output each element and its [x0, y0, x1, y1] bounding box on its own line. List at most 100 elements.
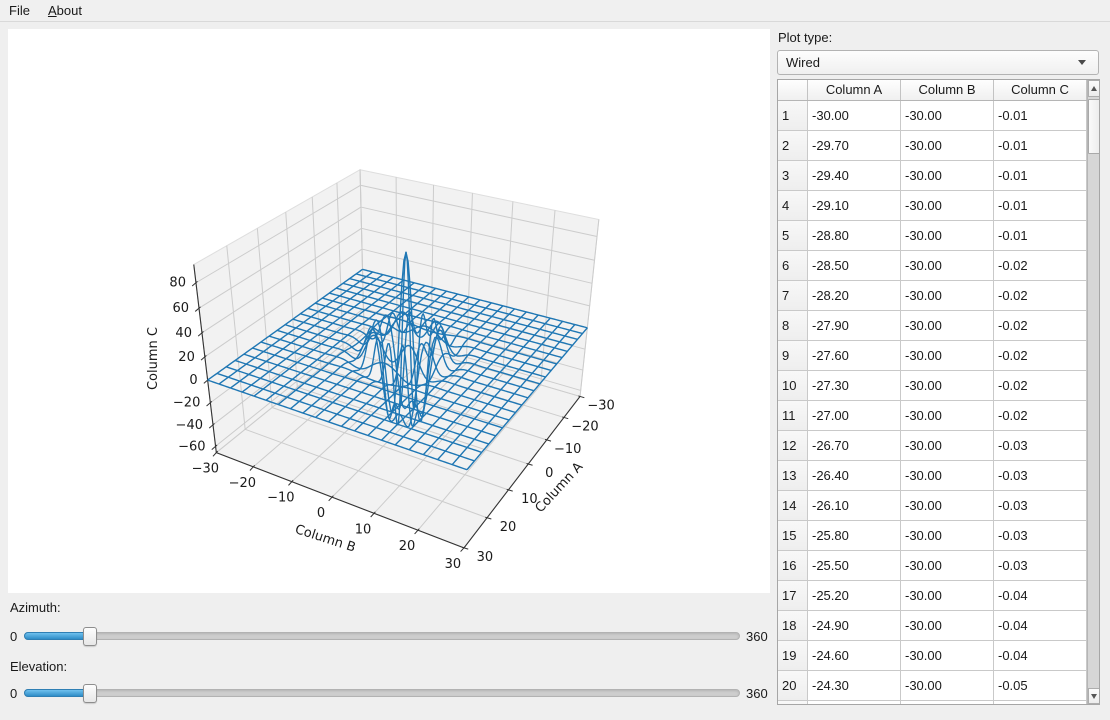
column-c-cell[interactable]: -0.03	[994, 521, 1087, 550]
column-a-cell[interactable]: -26.70	[808, 431, 901, 460]
column-c-cell[interactable]: -0.01	[994, 161, 1087, 190]
column-a-cell[interactable]: -25.20	[808, 581, 901, 610]
column-b-cell[interactable]: -30.00	[901, 521, 994, 550]
column-b-cell[interactable]: -30.00	[901, 251, 994, 280]
column-a-cell[interactable]: -27.90	[808, 311, 901, 340]
column-b-cell[interactable]: -30.00	[901, 281, 994, 310]
row-number-cell[interactable]: 16	[778, 551, 808, 580]
column-a-cell[interactable]: -28.80	[808, 221, 901, 250]
column-a-cell[interactable]: -27.60	[808, 341, 901, 370]
elevation-slider[interactable]	[24, 684, 740, 703]
column-b-cell[interactable]: -30.00	[901, 581, 994, 610]
column-c-cell[interactable]: -0.01	[994, 191, 1087, 220]
column-c-cell[interactable]: -0.02	[994, 341, 1087, 370]
column-a-cell[interactable]: -28.50	[808, 251, 901, 280]
column-a-cell[interactable]: -25.80	[808, 521, 901, 550]
column-a-cell[interactable]: -29.70	[808, 131, 901, 160]
column-a-cell[interactable]: -26.40	[808, 461, 901, 490]
column-c-cell[interactable]: -0.01	[994, 221, 1087, 250]
column-b-cell[interactable]: -30.00	[901, 161, 994, 190]
row-number-cell[interactable]: 14	[778, 491, 808, 520]
row-number-cell[interactable]: 6	[778, 251, 808, 280]
row-number-cell[interactable]: 5	[778, 221, 808, 250]
azimuth-slider-handle[interactable]	[83, 627, 97, 646]
column-a-cell[interactable]: -27.30	[808, 371, 901, 400]
row-number-cell[interactable]: 17	[778, 581, 808, 610]
row-number-cell[interactable]: 19	[778, 641, 808, 670]
scrollbar-thumb[interactable]	[1088, 99, 1099, 154]
column-c-cell[interactable]: -0.02	[994, 311, 1087, 340]
column-b-cell[interactable]: -30.00	[901, 641, 994, 670]
column-b-header[interactable]: Column B	[901, 80, 994, 100]
column-b-cell[interactable]: -30.00	[901, 461, 994, 490]
column-c-cell[interactable]: -0.04	[994, 641, 1087, 670]
column-b-cell[interactable]: -30.00	[901, 341, 994, 370]
scroll-down-button[interactable]	[1088, 688, 1099, 704]
column-a-header[interactable]: Column A	[808, 80, 901, 100]
column-a-cell[interactable]	[808, 701, 901, 704]
menu-item-about[interactable]: About	[47, 3, 82, 18]
row-number-cell[interactable]	[778, 701, 808, 704]
column-b-cell[interactable]: -30.00	[901, 431, 994, 460]
plot-type-combobox[interactable]: Wired	[777, 50, 1099, 75]
column-b-cell[interactable]: -30.00	[901, 671, 994, 700]
row-number-cell[interactable]: 12	[778, 431, 808, 460]
column-b-cell[interactable]: -30.00	[901, 371, 994, 400]
column-a-cell[interactable]: -28.20	[808, 281, 901, 310]
column-a-cell[interactable]: -24.30	[808, 671, 901, 700]
row-number-cell[interactable]: 20	[778, 671, 808, 700]
column-b-cell[interactable]: -30.00	[901, 191, 994, 220]
scroll-up-button[interactable]	[1088, 80, 1099, 97]
azimuth-slider[interactable]	[24, 627, 740, 646]
elevation-slider-handle[interactable]	[83, 684, 97, 703]
column-b-cell[interactable]: -30.00	[901, 401, 994, 430]
row-number-cell[interactable]: 13	[778, 461, 808, 490]
elevation-slider-track[interactable]	[24, 689, 740, 697]
column-b-cell[interactable]: -30.00	[901, 311, 994, 340]
azimuth-slider-track[interactable]	[24, 632, 740, 640]
column-c-cell[interactable]: -0.03	[994, 461, 1087, 490]
row-number-cell[interactable]: 1	[778, 101, 808, 130]
column-b-cell[interactable]: -30.00	[901, 131, 994, 160]
column-c-cell[interactable]: -0.02	[994, 281, 1087, 310]
menu-item-file[interactable]: File	[9, 3, 30, 18]
column-c-cell[interactable]: -0.02	[994, 371, 1087, 400]
row-number-cell[interactable]: 3	[778, 161, 808, 190]
column-a-cell[interactable]: -30.00	[808, 101, 901, 130]
column-b-cell[interactable]	[901, 701, 994, 704]
column-a-cell[interactable]: -24.90	[808, 611, 901, 640]
row-number-cell[interactable]: 11	[778, 401, 808, 430]
row-number-cell[interactable]: 9	[778, 341, 808, 370]
row-number-cell[interactable]: 8	[778, 311, 808, 340]
column-c-cell[interactable]: -0.05	[994, 671, 1087, 700]
column-c-cell[interactable]: -0.02	[994, 401, 1087, 430]
column-b-cell[interactable]: -30.00	[901, 491, 994, 520]
column-a-cell[interactable]: -29.10	[808, 191, 901, 220]
column-c-cell[interactable]: -0.04	[994, 581, 1087, 610]
column-a-cell[interactable]: -26.10	[808, 491, 901, 520]
column-c-cell[interactable]: -0.01	[994, 101, 1087, 130]
row-number-cell[interactable]: 18	[778, 611, 808, 640]
column-c-cell[interactable]: -0.03	[994, 491, 1087, 520]
column-c-cell[interactable]: -0.01	[994, 131, 1087, 160]
row-number-cell[interactable]: 4	[778, 191, 808, 220]
table-vertical-scrollbar[interactable]	[1087, 80, 1099, 704]
column-c-cell[interactable]: -0.04	[994, 611, 1087, 640]
column-a-cell[interactable]: -25.50	[808, 551, 901, 580]
column-c-cell[interactable]: -0.03	[994, 551, 1087, 580]
row-number-cell[interactable]: 2	[778, 131, 808, 160]
column-a-cell[interactable]: -24.60	[808, 641, 901, 670]
column-c-cell[interactable]	[994, 701, 1087, 704]
row-number-cell[interactable]: 7	[778, 281, 808, 310]
column-c-cell[interactable]: -0.02	[994, 251, 1087, 280]
column-c-cell[interactable]: -0.03	[994, 431, 1087, 460]
column-b-cell[interactable]: -30.00	[901, 221, 994, 250]
row-number-cell[interactable]: 10	[778, 371, 808, 400]
column-b-cell[interactable]: -30.00	[901, 551, 994, 580]
column-a-cell[interactable]: -29.40	[808, 161, 901, 190]
column-b-cell[interactable]: -30.00	[901, 101, 994, 130]
column-a-cell[interactable]: -27.00	[808, 401, 901, 430]
column-c-header[interactable]: Column C	[994, 80, 1087, 100]
column-b-cell[interactable]: -30.00	[901, 611, 994, 640]
row-number-cell[interactable]: 15	[778, 521, 808, 550]
